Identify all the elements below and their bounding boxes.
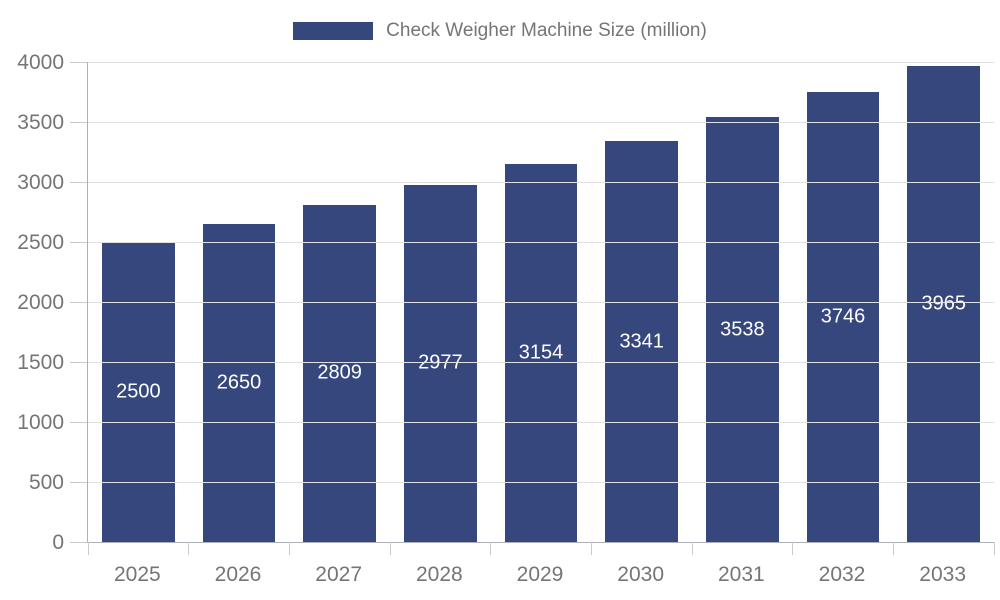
bar-band: 3538 [692, 62, 793, 542]
grid-line [88, 121, 994, 123]
y-tick-label: 0 [52, 530, 64, 554]
x-tick-label: 2026 [214, 563, 262, 586]
bar-value-label: 3965 [921, 292, 966, 315]
bar[interactable]: 3341 [605, 141, 678, 542]
bar-value-label: 2500 [116, 380, 161, 403]
x-axis-tick [691, 542, 693, 555]
x-tick-label: 2029 [516, 563, 564, 586]
bar-band: 2650 [189, 62, 290, 542]
grid-line [88, 421, 994, 423]
bar[interactable]: 2650 [202, 224, 276, 542]
y-tick-label: 500 [28, 470, 64, 494]
bar-value-label: 3154 [518, 341, 564, 364]
x-axis-tick [590, 542, 592, 555]
bar-band: 2809 [289, 62, 390, 542]
bar-band: 2500 [88, 62, 189, 542]
x-tick-label: 2032 [818, 563, 866, 586]
bar[interactable]: 2809 [303, 204, 376, 542]
bar-value-label: 3341 [619, 330, 664, 353]
grid-line [88, 481, 994, 483]
bar-band: 3965 [893, 62, 994, 542]
x-tick-label: 2027 [315, 563, 363, 586]
y-axis-tick [70, 61, 87, 63]
x-axis-tick [188, 542, 190, 555]
grid-line [88, 61, 994, 63]
x-tick-label: 2033 [919, 563, 967, 586]
bar-value-label: 2809 [317, 361, 362, 384]
x-axis-tick [792, 542, 794, 555]
bar-value-label: 3538 [720, 318, 765, 341]
y-tick-label: 2500 [17, 230, 64, 254]
y-axis-tick [70, 181, 87, 183]
bar-value-label: 2977 [418, 351, 463, 374]
x-tick-label: 2025 [113, 563, 161, 586]
y-tick-label: 4000 [17, 50, 64, 74]
y-axis-tick [70, 241, 87, 243]
x-axis-tick [892, 542, 894, 555]
bar-value-label: 2650 [216, 371, 262, 394]
y-axis-tick [70, 301, 87, 303]
x-tick-label: 2030 [617, 563, 665, 586]
legend[interactable]: Check Weigher Machine Size (million) [0, 18, 1000, 44]
plot-area: 2500 2650 2809 2977 3154 3341 3538 3746 3965 [70, 61, 995, 555]
bar[interactable]: 3965 [907, 66, 980, 542]
bar-band: 3746 [793, 62, 894, 542]
legend-label: Check Weigher Machine Size (million) [386, 20, 707, 41]
y-tick-label: 1000 [17, 410, 64, 434]
x-axis-tick [389, 542, 391, 555]
grid-line [88, 181, 994, 183]
y-axis-tick [70, 421, 87, 423]
x-axis-tick [288, 542, 290, 555]
bar[interactable]: 3154 [504, 163, 578, 542]
y-axis-tick [70, 481, 87, 483]
y-tick-label: 2000 [17, 290, 64, 314]
x-axis-tick [993, 542, 995, 555]
x-axis-tick [87, 542, 89, 555]
bar-value-label: 3746 [820, 305, 866, 328]
y-tick-label: 3500 [17, 110, 64, 134]
grid-line [88, 301, 994, 303]
grid-line [88, 361, 994, 363]
x-tick-label: 2031 [717, 563, 765, 586]
y-tick-label: 3000 [17, 170, 64, 194]
bar-band: 3154 [491, 62, 592, 542]
x-tick-label: 2028 [415, 563, 463, 586]
y-axis-tick [70, 361, 87, 363]
bar[interactable]: 3746 [806, 92, 880, 542]
bar[interactable]: 2500 [102, 242, 175, 542]
y-tick-label: 1500 [17, 350, 64, 374]
bar-band: 3341 [591, 62, 692, 542]
y-axis-tick [70, 121, 87, 123]
y-axis-tick [70, 541, 87, 543]
x-axis-tick [490, 542, 492, 555]
legend-swatch [293, 22, 374, 40]
bars-container: 2500 2650 2809 2977 3154 3341 3538 3746 3965 [88, 62, 994, 542]
bar[interactable]: 2977 [404, 184, 477, 542]
bar[interactable]: 3538 [706, 117, 779, 542]
grid-line [88, 241, 994, 243]
